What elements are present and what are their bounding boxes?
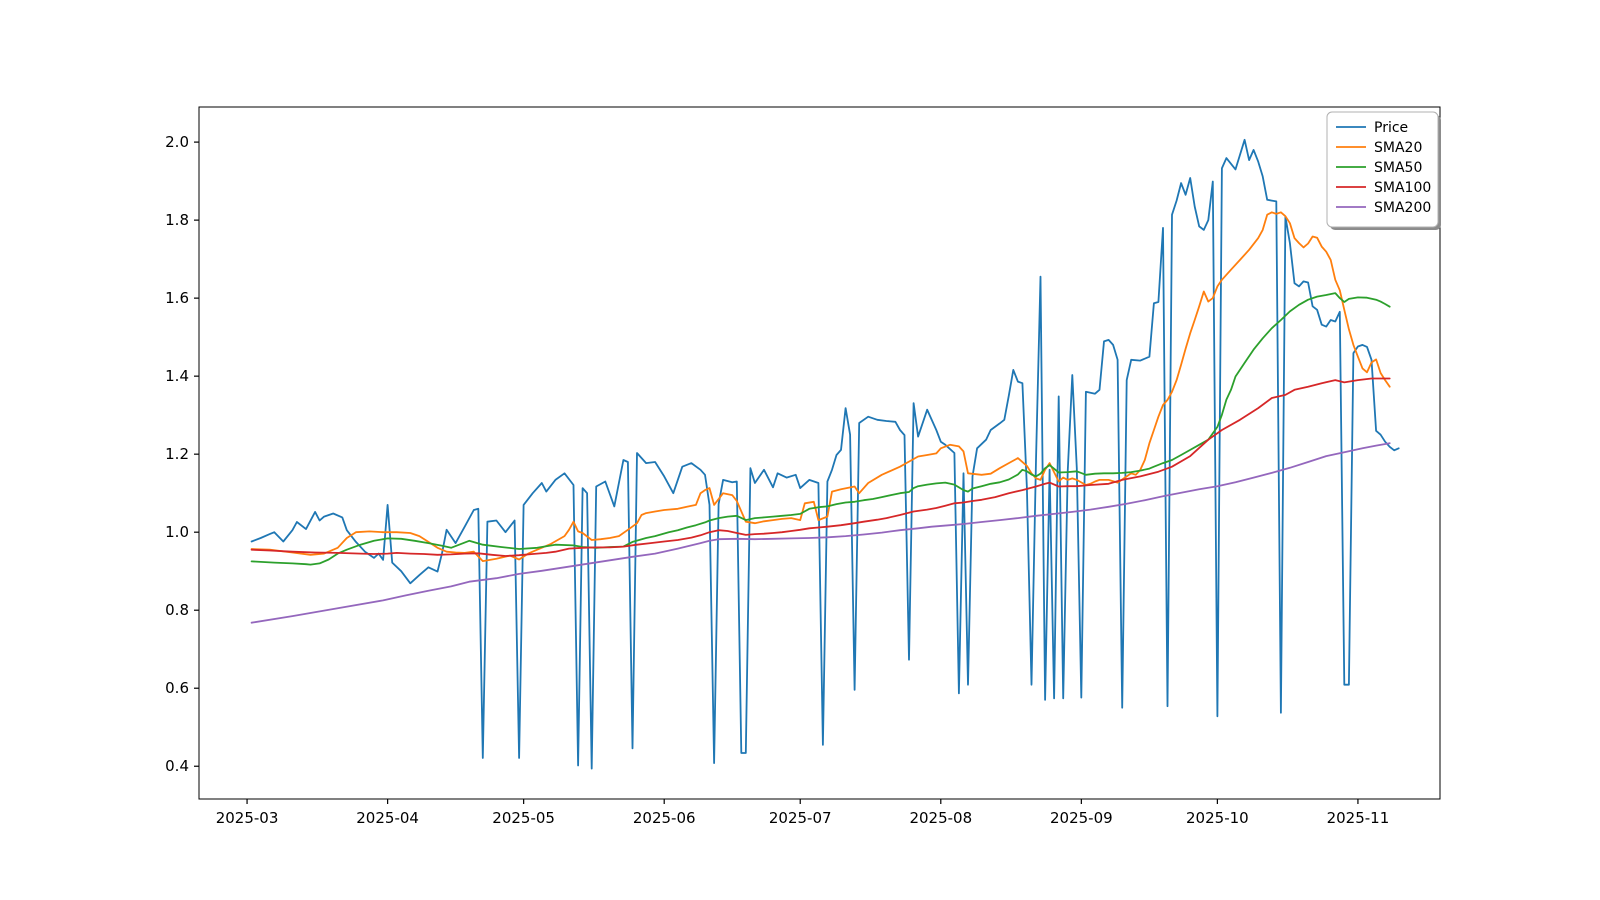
sma200-line: [250, 442, 1391, 624]
sma100-line: [250, 377, 1391, 557]
x-tick-label: 2025-03: [216, 809, 279, 827]
legend-box: [1326, 111, 1439, 228]
x-axis: 2025-03 2025-04 2025-05 2025-06 2025-07 2025-…: [216, 799, 1390, 827]
y-tick-label: 0.6: [165, 679, 189, 697]
legend-item-sma50: SMA50: [1336, 160, 1422, 176]
x-tick-label: 2025-07: [769, 809, 832, 827]
x-tick-label: 2025-08: [909, 809, 972, 827]
y-tick-label: 1.8: [165, 211, 189, 229]
y-tick-label: 1.2: [165, 445, 189, 463]
y-tick-label: 1.6: [165, 289, 189, 307]
y-axis: 0.4 0.6 0.8 1.0 1.2 1.4 1.6 1.8 2.0: [165, 133, 199, 775]
sma20-line: [250, 211, 1391, 562]
sma50-line: [250, 292, 1391, 566]
legend-label: SMA50: [1374, 160, 1422, 176]
x-tick-label: 2025-10: [1186, 809, 1249, 827]
legend: Price SMA20 SMA50 SMA100 SMA200: [1326, 111, 1441, 230]
legend-item-sma200: SMA200: [1336, 200, 1431, 216]
y-tick-label: 1.0: [165, 523, 189, 541]
legend-label: SMA20: [1374, 140, 1422, 156]
y-tick-label: 0.8: [165, 601, 189, 619]
legend-item-price: Price: [1336, 120, 1408, 136]
x-tick-label: 2025-11: [1327, 809, 1390, 827]
y-tick-label: 2.0: [165, 133, 189, 151]
legend-label: Price: [1374, 120, 1408, 136]
x-tick-label: 2025-09: [1050, 809, 1113, 827]
x-tick-label: 2025-05: [492, 809, 555, 827]
legend-item-sma100: SMA100: [1336, 180, 1431, 196]
x-tick-label: 2025-04: [356, 809, 419, 827]
y-tick-label: 0.4: [165, 757, 189, 775]
plot-border: [198, 106, 1441, 800]
legend-label: SMA100: [1374, 180, 1431, 196]
legend-label: SMA200: [1374, 200, 1431, 216]
y-tick-label: 1.4: [165, 367, 189, 385]
legend-item-sma20: SMA20: [1336, 140, 1422, 156]
x-tick-label: 2025-06: [633, 809, 696, 827]
price-line: [250, 138, 1400, 770]
